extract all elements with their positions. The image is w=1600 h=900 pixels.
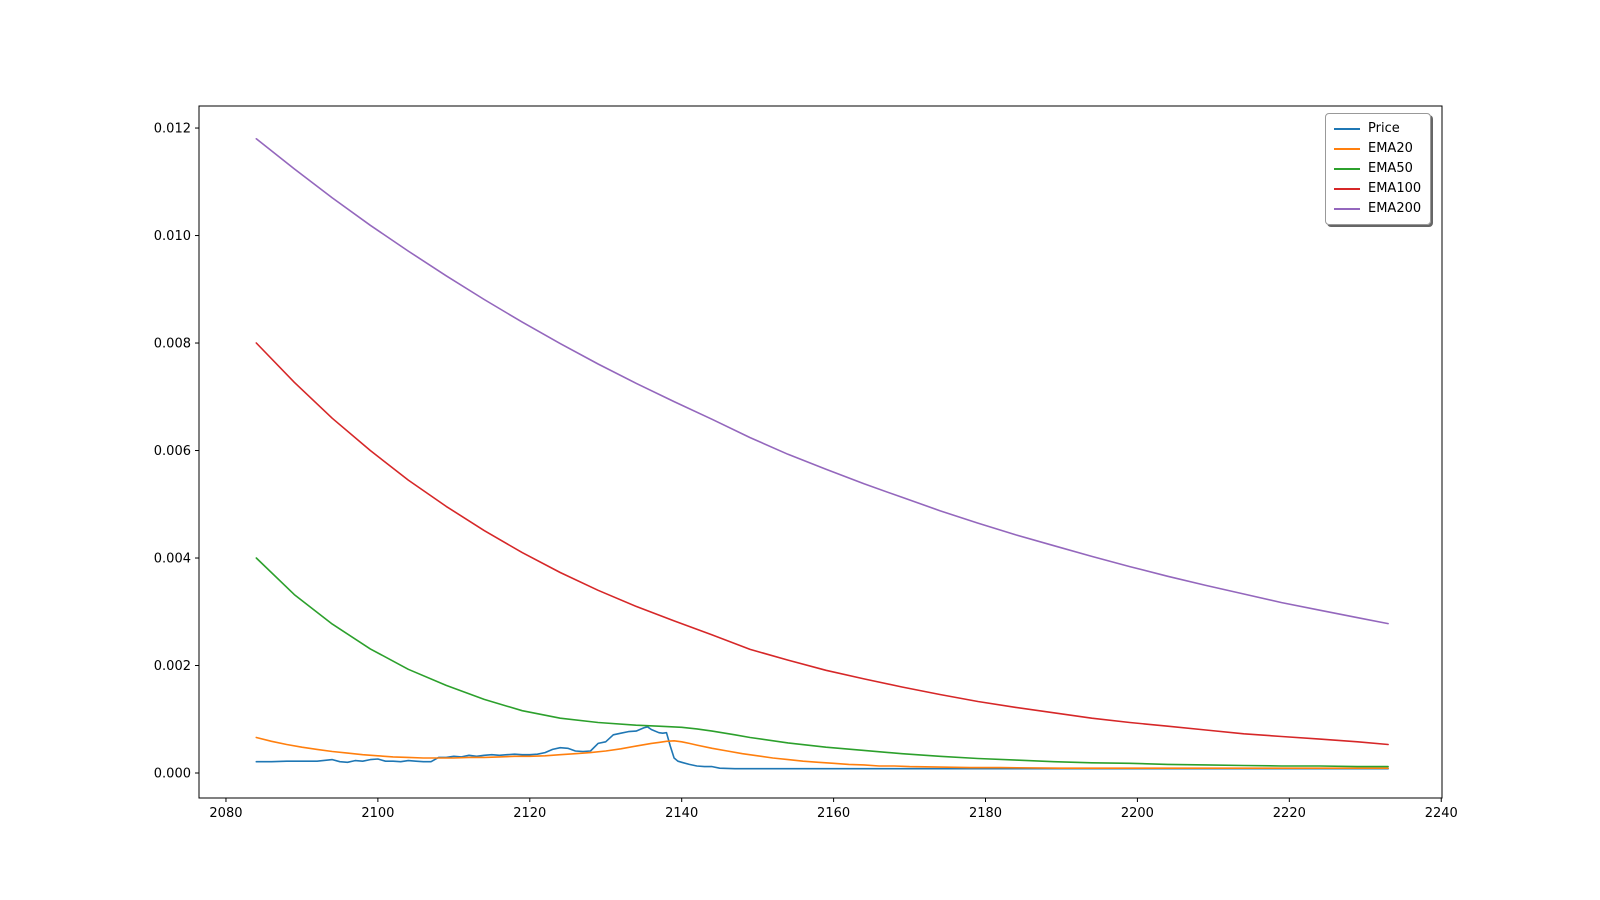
legend-line-sample-icon [1334,168,1360,170]
x-tick-label: 2100 [361,806,394,821]
series-line-ema20 [255,736,1389,770]
legend-line-sample-icon [1334,208,1360,210]
chart-legend: Price EMA20 EMA50 EMA100 EMA200 [1325,113,1432,225]
x-tick-label: 2180 [969,806,1002,821]
legend-label: EMA100 [1368,181,1422,196]
legend-item-ema100: EMA100 [1334,179,1421,199]
x-tick-label: 2120 [513,806,546,821]
series-line-price [255,725,1389,770]
x-tick-label: 2140 [665,806,698,821]
x-tick-label: 2240 [1425,806,1458,821]
x-tick-label: 2160 [817,806,850,821]
y-tick-label: 0.006 [154,444,191,459]
series-line-ema200 [255,138,1389,625]
y-tick-label: 0.002 [154,659,191,674]
y-tick-label: 0.004 [154,552,191,567]
x-tick-label: 2200 [1121,806,1154,821]
legend-line-sample-icon [1334,128,1360,130]
legend-label: EMA200 [1368,201,1422,216]
legend-item-ema50: EMA50 [1334,159,1421,179]
legend-item-ema20: EMA20 [1334,139,1421,159]
y-tick-label: 0.010 [154,229,191,244]
legend-line-sample-icon [1334,188,1360,190]
legend-label: EMA50 [1368,161,1413,176]
axes-frame [198,105,1443,799]
y-tick-label: 0.000 [154,767,191,782]
legend-label: Price [1368,121,1400,136]
y-tick-label: 0.012 [154,122,191,137]
legend-label: EMA20 [1368,141,1413,156]
x-tick-label: 2220 [1273,806,1306,821]
legend-line-sample-icon [1334,148,1360,150]
legend-item-ema200: EMA200 [1334,199,1421,219]
legend-item-price: Price [1334,119,1421,139]
series-line-ema50 [255,557,1389,768]
x-tick-label: 2080 [209,806,242,821]
y-tick-label: 0.008 [154,337,191,352]
series-line-ema100 [255,342,1389,746]
